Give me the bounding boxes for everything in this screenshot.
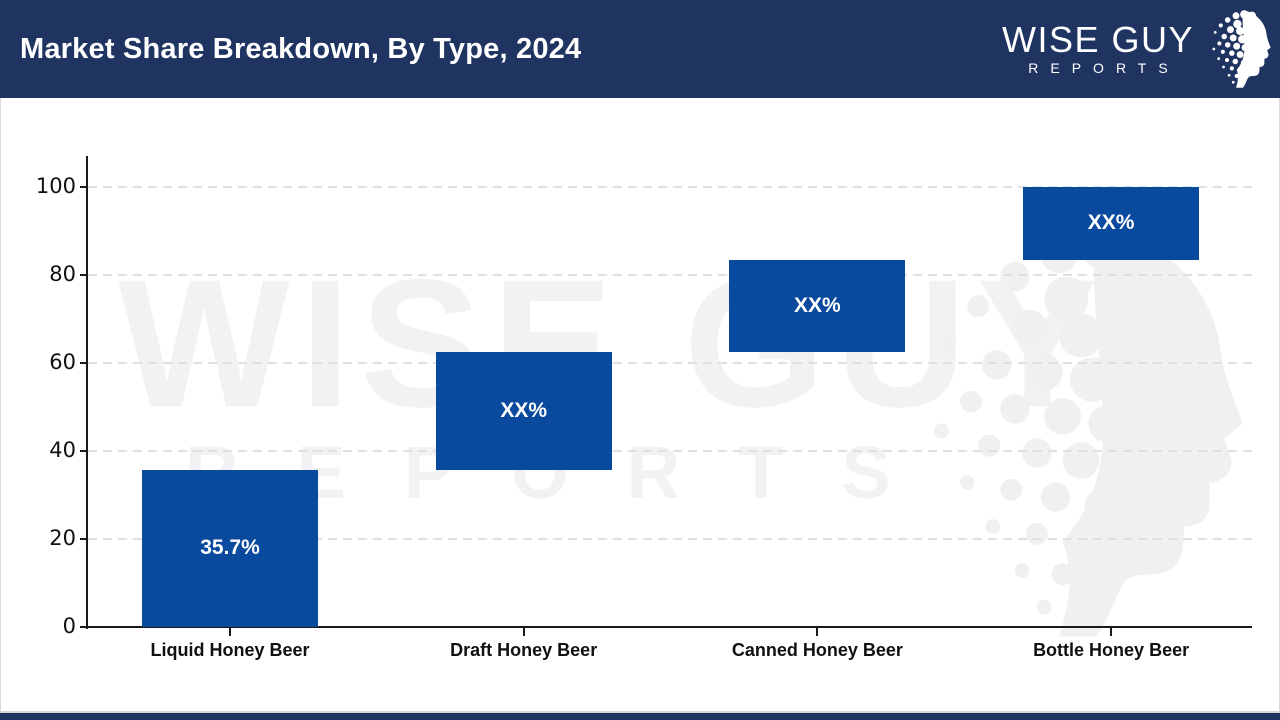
wiseguy-logo: WISE GUY REPORTS [1002, 0, 1272, 98]
y-tick-mark-40 [80, 450, 88, 452]
y-tick-label-100: 100 [35, 174, 76, 198]
logo-wiseguy-label: WISE GUY [1001, 19, 1194, 60]
footer-band [0, 713, 1280, 720]
gridline-20 [88, 538, 1252, 540]
x-category-label: Draft Honey Beer [450, 640, 598, 660]
bar-draft-honey-beer: XX% [435, 352, 612, 470]
header-band: Market Share Breakdown, By Type, 2024 WI… [0, 0, 1280, 98]
y-tick-label-80: 80 [49, 262, 76, 286]
y-tick-label-20: 20 [49, 526, 76, 550]
x-axis-line [86, 626, 1252, 628]
y-tick-label-40: 40 [49, 438, 76, 462]
x-category-label: Liquid Honey Beer [150, 640, 310, 660]
y-tick-mark-0 [80, 626, 88, 628]
footer-hairline [0, 711, 1280, 713]
y-tick-mark-80 [80, 274, 88, 276]
page-title: Market Share Breakdown, By Type, 2024 [20, 32, 582, 65]
gridline-60 [88, 362, 1252, 364]
y-tick-mark-100 [80, 186, 88, 188]
bar-bottle-honey-beer: XX% [1023, 187, 1200, 260]
gridline-40 [88, 450, 1252, 452]
y-tick-label-0: 0 [62, 614, 76, 638]
gridline-100 [88, 186, 1252, 188]
bar-value-label: 35.7% [200, 536, 260, 560]
bar-value-label: XX% [794, 293, 841, 317]
x-category-label: Canned Honey Beer [731, 640, 903, 660]
bar-liquid-honey-beer: 35.7% [142, 469, 318, 627]
y-tick-mark-60 [80, 362, 88, 364]
x-tick-mark-2 [816, 628, 819, 636]
gridline-80 [88, 274, 1252, 276]
bar-value-label: XX% [1087, 211, 1135, 235]
x-tick-mark-1 [522, 628, 525, 636]
x-category-label: Bottle Honey Beer [1033, 640, 1190, 660]
logo-reports-label: REPORTS [1028, 60, 1180, 76]
bar-canned-honey-beer: XX% [729, 259, 906, 352]
bar-value-label: XX% [500, 398, 548, 422]
wiseguy-logo-text: WISE GUY REPORTS [1002, 21, 1194, 77]
y-tick-label-60: 60 [49, 350, 76, 374]
x-tick-mark-0 [229, 628, 231, 636]
left-border [0, 98, 1, 713]
y-axis-line [86, 156, 88, 629]
y-tick-mark-20 [80, 538, 88, 540]
x-tick-mark-3 [1110, 628, 1113, 636]
wiseguy-head-icon [1212, 10, 1271, 88]
